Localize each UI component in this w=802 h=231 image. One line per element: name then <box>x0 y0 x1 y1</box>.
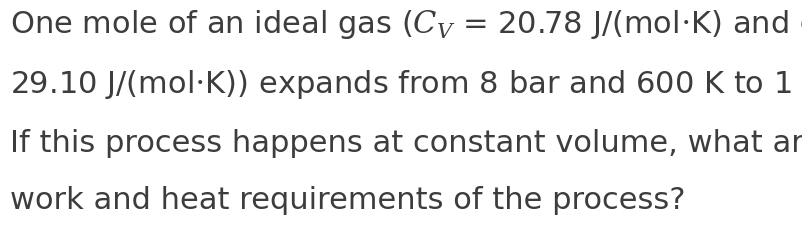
Text: One mole of an ideal gas ($C_V$ = 20.78 J/(mol$\cdot$K) and $C_\mathrm{p}$ =: One mole of an ideal gas ($C_V$ = 20.78 … <box>10 9 802 44</box>
Text: work and heat requirements of the process?: work and heat requirements of the proces… <box>10 186 684 215</box>
Text: If this process happens at constant volume, what are the: If this process happens at constant volu… <box>10 129 802 158</box>
Text: 29.10 J/(mol$\cdot$K)) expands from 8 bar and 600 K to 1 bar: 29.10 J/(mol$\cdot$K)) expands from 8 ba… <box>10 68 802 101</box>
